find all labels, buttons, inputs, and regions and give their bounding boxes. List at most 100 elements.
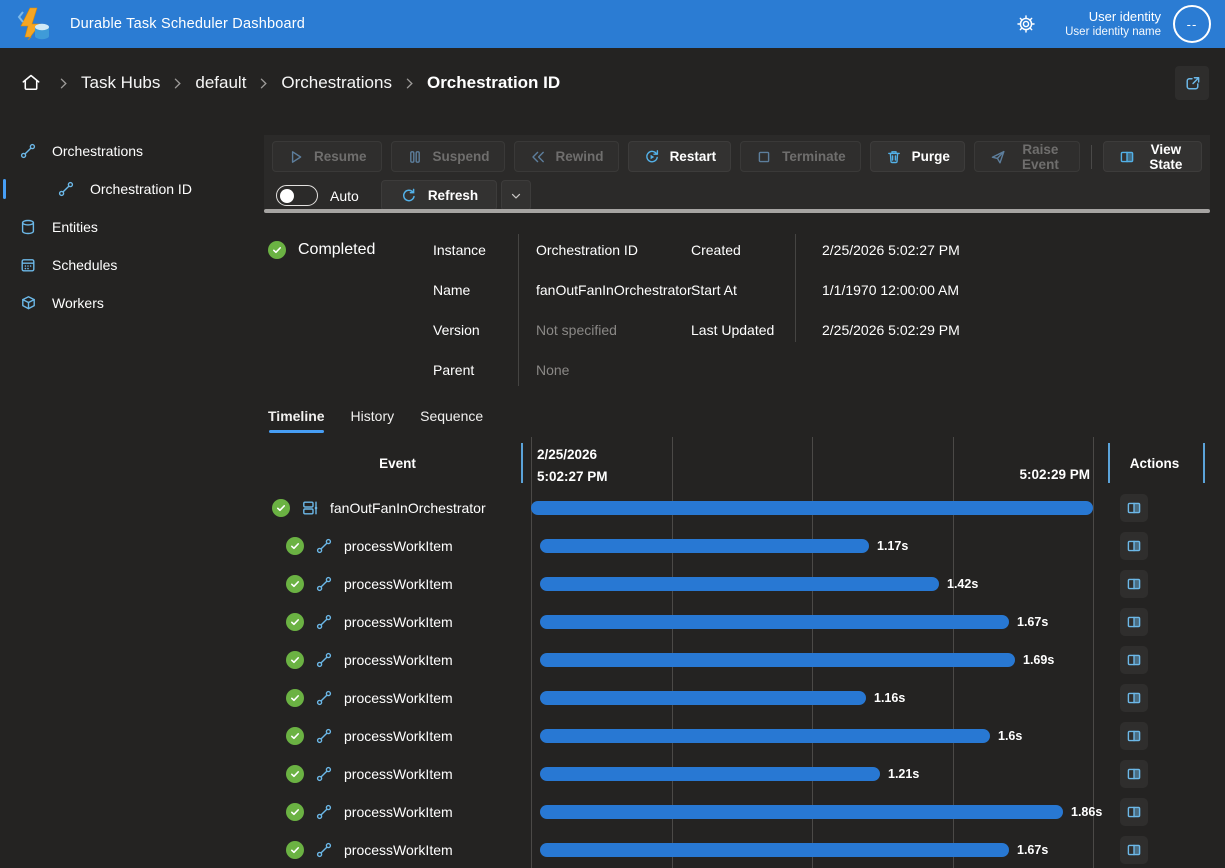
view-state-row-button[interactable] (1120, 646, 1148, 674)
status-badge: Completed (298, 241, 376, 258)
column-splitter[interactable] (1203, 443, 1205, 483)
completed-check-icon (286, 727, 304, 745)
duration-label: 1.17s (877, 539, 909, 553)
link-icon (315, 689, 333, 707)
view-state-row-button[interactable] (1120, 798, 1148, 826)
breadcrumb-task-hubs[interactable]: Task Hubs (81, 73, 161, 92)
duration-bar[interactable] (540, 653, 1015, 667)
panel-icon (1125, 537, 1143, 555)
auto-refresh-toggle[interactable] (276, 185, 318, 206)
field-value: 1/1/1970 12:00:00 AM (822, 282, 959, 298)
duration-bar[interactable] (540, 615, 1009, 629)
user-avatar[interactable]: -- (1173, 5, 1211, 43)
breadcrumb-orchestrations[interactable]: Orchestrations (281, 73, 392, 92)
field-value: Not specified (536, 322, 617, 338)
app-logo-icon (16, 6, 52, 42)
field-label: Instance (433, 242, 486, 258)
event-name: processWorkItem (344, 652, 453, 668)
link-icon (56, 179, 76, 199)
view-state-row-button[interactable] (1120, 760, 1148, 788)
view-state-row-button[interactable] (1120, 494, 1148, 522)
panel-icon (1125, 765, 1143, 783)
rewind-button: Rewind (513, 141, 619, 172)
tab-timeline[interactable]: Timeline (268, 408, 325, 433)
completed-check-icon (286, 765, 304, 783)
timeline-row: processWorkItem 1.67s (264, 603, 1205, 641)
timeline-gridline (531, 437, 532, 868)
timeline-header: Event 2/25/2026 5:02:27 PM 5:02:29 PM Ac… (264, 437, 1205, 489)
column-splitter[interactable] (521, 443, 523, 483)
sidebar-item-workers[interactable]: Workers (0, 284, 264, 322)
home-button[interactable] (16, 68, 46, 98)
link-icon (315, 537, 333, 555)
status-divider (795, 234, 796, 342)
duration-bar[interactable] (540, 729, 990, 743)
breadcrumb-default[interactable]: default (195, 73, 247, 92)
actions-column-header: Actions (1129, 455, 1180, 471)
completed-check-icon (286, 841, 304, 859)
view-state-row-button[interactable] (1120, 684, 1148, 712)
field-label: Last Updated (691, 322, 775, 338)
sidebar: Orchestrations Orchestration ID Entities… (0, 118, 264, 868)
settings-button[interactable] (1009, 7, 1043, 41)
view-state-row-button[interactable] (1120, 570, 1148, 598)
completed-check-icon (268, 241, 286, 259)
duration-label: 1.67s (1017, 843, 1049, 857)
view-state-row-button[interactable] (1120, 836, 1148, 864)
status-divider (518, 234, 519, 386)
duration-bar[interactable] (540, 805, 1063, 819)
home-icon (20, 72, 42, 94)
link-icon (315, 613, 333, 631)
completed-check-icon (286, 537, 304, 555)
duration-bar[interactable] (540, 843, 1009, 857)
duration-bar[interactable] (531, 501, 1093, 515)
view-state-row-button[interactable] (1120, 608, 1148, 636)
field-label: Version (433, 322, 480, 338)
sidebar-item-orchestration-id[interactable]: Orchestration ID (0, 170, 264, 208)
completed-check-icon (286, 689, 304, 707)
column-splitter[interactable] (1108, 443, 1110, 483)
calendar-icon (18, 255, 38, 275)
link-icon (315, 651, 333, 669)
duration-bar[interactable] (540, 767, 880, 781)
orchestration-status-panel: Completed Instance Name Version Parent Orch… (268, 230, 960, 390)
duration-bar[interactable] (540, 539, 869, 553)
view-state-row-button[interactable] (1120, 532, 1148, 560)
refresh-dropdown-button[interactable] (501, 180, 532, 211)
event-name: processWorkItem (344, 614, 453, 630)
duration-bar[interactable] (540, 691, 866, 705)
sidebar-item-schedules[interactable]: Schedules (0, 246, 264, 284)
sidebar-item-orchestrations[interactable]: Orchestrations (0, 132, 264, 170)
view-state-button[interactable]: View State (1102, 141, 1202, 172)
event-name: processWorkItem (344, 690, 453, 706)
database-icon (18, 217, 38, 237)
field-label: Start At (691, 282, 737, 298)
duration-label: 1.69s (1023, 653, 1055, 667)
restart-button[interactable]: Restart (627, 141, 732, 172)
event-name: processWorkItem (344, 576, 453, 592)
panel-icon (1125, 727, 1143, 745)
completed-check-icon (286, 803, 304, 821)
view-state-row-button[interactable] (1120, 722, 1148, 750)
completed-check-icon (272, 499, 290, 517)
timeline-gridline (953, 437, 954, 868)
refresh-button[interactable]: Refresh (380, 180, 498, 211)
event-column-header: Event (379, 455, 416, 471)
timeline-row: processWorkItem 1.69s (264, 641, 1205, 679)
timeline-row: processWorkItem 1.21s (264, 755, 1205, 793)
breadcrumb: Task Hubs default Orchestrations Orchest… (0, 48, 1225, 118)
purge-button[interactable]: Purge (869, 141, 965, 172)
panel-icon (1125, 651, 1143, 669)
duration-bar[interactable] (540, 577, 939, 591)
horizontal-scrollbar[interactable] (264, 209, 1210, 213)
share-button[interactable] (1175, 66, 1209, 100)
resume-button: Resume (272, 141, 382, 172)
timeline-row: processWorkItem 1.86s (264, 793, 1205, 831)
stop-icon (755, 148, 773, 166)
timeline-table: Event 2/25/2026 5:02:27 PM 5:02:29 PM Ac… (264, 437, 1205, 868)
timeline-row: processWorkItem 1.42s (264, 565, 1205, 603)
tab-history[interactable]: History (350, 408, 395, 424)
sidebar-item-entities[interactable]: Entities (0, 208, 264, 246)
tab-sequence[interactable]: Sequence (420, 408, 484, 424)
event-name: processWorkItem (344, 766, 453, 782)
